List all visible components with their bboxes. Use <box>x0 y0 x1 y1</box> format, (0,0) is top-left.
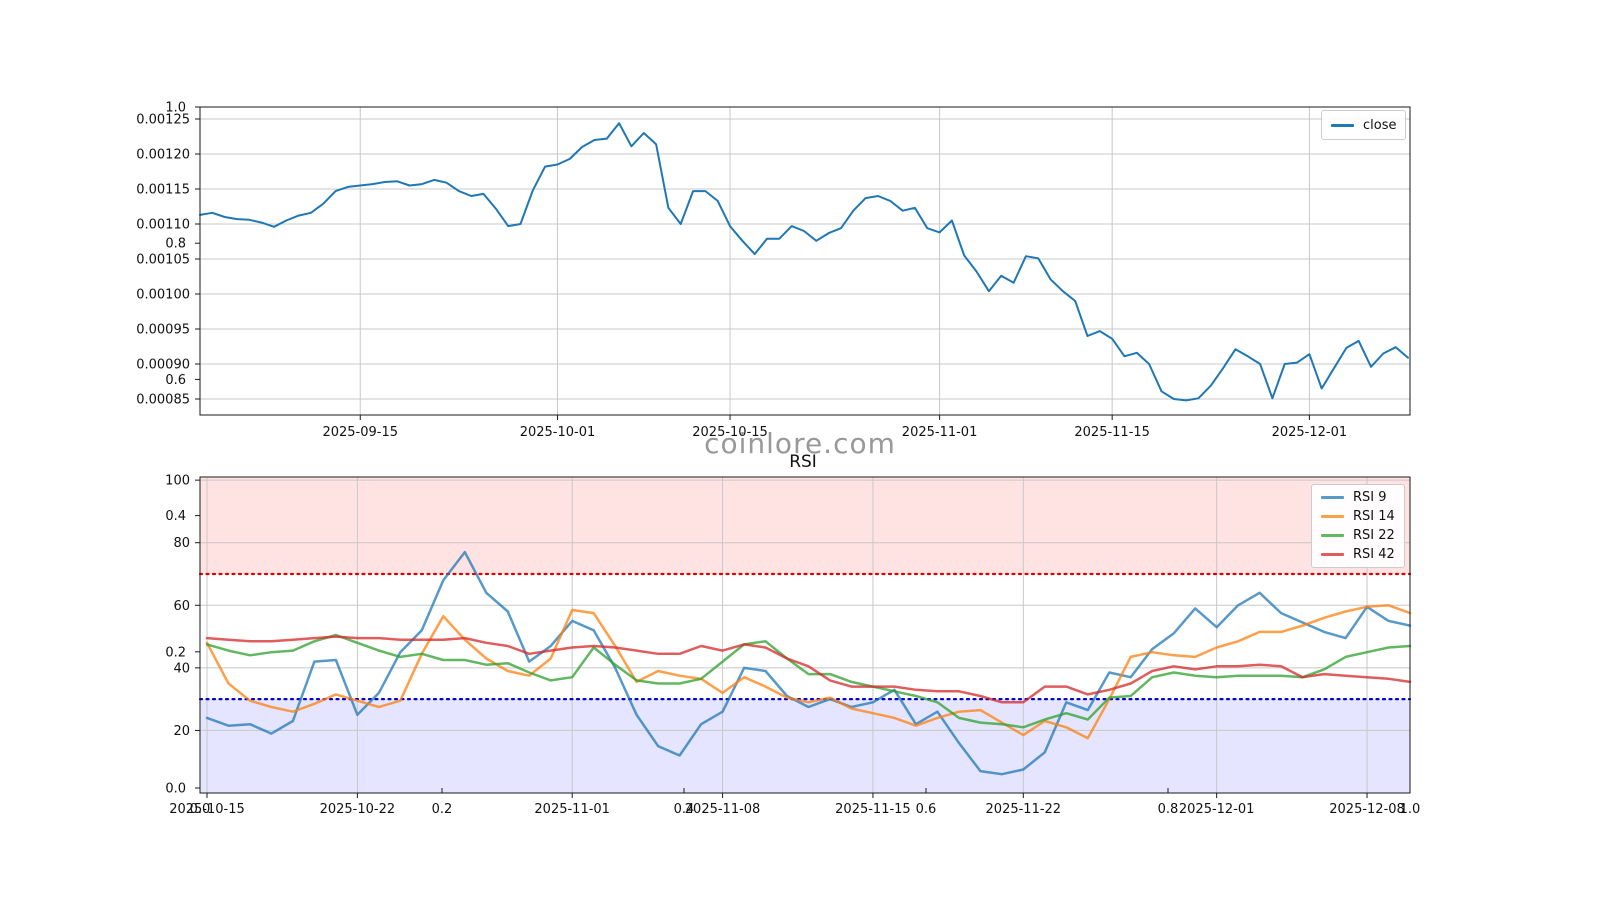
rsi-x-tick-label: 2025-10-22 <box>320 802 396 817</box>
rsi-axes-frame <box>199 476 1411 794</box>
close-series-line <box>199 122 1409 402</box>
price-y-tick-label: 0.00095 <box>136 323 190 338</box>
price-y-tick-label: 0.00125 <box>136 113 190 128</box>
oversold-band <box>200 699 1410 793</box>
legend-line-swatch <box>1321 553 1344 556</box>
legend-label: RSI 42 <box>1353 547 1395 562</box>
price-x-tick-label: 2025-12-01 <box>1272 425 1348 440</box>
rsi-42-series-line <box>205 635 1412 704</box>
legend-label: close <box>1363 117 1397 133</box>
price-y-tick-label: 0.00100 <box>136 288 190 303</box>
rsi-y-tick-label: 40 <box>173 661 190 676</box>
price-axes-frame <box>199 106 1411 416</box>
legend-line-swatch <box>1321 515 1344 518</box>
rsi-x-tick-label: 2025-11-22 <box>986 802 1062 817</box>
legend-line-swatch <box>1321 496 1344 499</box>
coinlore-watermark: coinlore.com <box>704 427 896 460</box>
price-x-tick-label: 2025-09-15 <box>322 425 398 440</box>
overlay-y-tick-label: 0.4 <box>165 509 186 524</box>
overbought-band <box>200 477 1410 574</box>
rsi-legend: RSI 9 RSI 14 RSI 22 RSI 42 <box>1311 484 1405 568</box>
legend-item: RSI 22 <box>1321 528 1395 543</box>
legend-item: RSI 9 <box>1321 490 1395 505</box>
rsi-x-tick-label: 2025-11-01 <box>534 802 610 817</box>
overlay-x-tick-label: 0.0 <box>190 802 211 817</box>
price-x-tick-label: 2025-11-15 <box>1074 425 1150 440</box>
price-legend: close <box>1321 110 1407 140</box>
rsi-x-tick-label: 2025-12-08 <box>1329 802 1405 817</box>
overlay-x-tick-label: 0.2 <box>432 802 453 817</box>
rsi-x-tick-label: 2025-12-01 <box>1179 802 1255 817</box>
rsi-y-tick-label: 60 <box>173 599 190 614</box>
legend-item: close <box>1331 118 1396 133</box>
legend-label: RSI 9 <box>1353 490 1387 505</box>
legend-line-swatch <box>1321 534 1344 537</box>
price-y-tick-label: 0.00120 <box>136 148 190 163</box>
price-y-tick-label: 0.00105 <box>136 253 190 268</box>
price-y-tick-label: 0.00115 <box>136 183 190 198</box>
overlay-x-tick-label: 1.0 <box>1400 802 1421 817</box>
legend-label: RSI 14 <box>1353 509 1395 524</box>
price-x-tick-label: 2025-10-01 <box>520 425 596 440</box>
rsi-9-series-line <box>205 550 1412 776</box>
overlay-y-tick-label: 0.6 <box>165 373 186 388</box>
price-x-tick-label: 2025-11-01 <box>902 425 978 440</box>
rsi-y-tick-label: 80 <box>173 536 190 551</box>
legend-item: RSI 42 <box>1321 547 1395 562</box>
overlay-y-tick-label: 0.2 <box>165 645 186 660</box>
price-y-tick-label: 0.00090 <box>136 358 190 373</box>
legend-line-swatch <box>1331 123 1354 127</box>
legend-item: RSI 14 <box>1321 509 1395 524</box>
overlay-x-tick-label: 0.4 <box>674 802 695 817</box>
legend-label: RSI 22 <box>1353 528 1395 543</box>
rsi-x-tick-label: 2025-10-15 <box>169 802 245 817</box>
rsi-x-tick-label: 2025-11-08 <box>685 802 761 817</box>
rsi-y-tick-label: 20 <box>173 724 190 739</box>
rsi-22-series-line <box>205 633 1412 729</box>
price-y-tick-label: 0.00110 <box>136 218 190 233</box>
overlay-x-tick-label: 0.8 <box>1158 802 1179 817</box>
overlay-y-tick-label: 1.0 <box>165 101 186 116</box>
overlay-y-tick-label: 0.8 <box>165 237 186 252</box>
rsi-14-series-line <box>205 604 1412 740</box>
rsi-x-tick-label: 2025-11-15 <box>835 802 911 817</box>
price-y-tick-label: 0.00085 <box>136 393 190 408</box>
overlay-y-tick-label: 0.0 <box>165 782 186 797</box>
price-x-tick-label: 2025-10-15 <box>692 425 768 440</box>
rsi-chart-title: RSI <box>789 452 817 472</box>
rsi-y-tick-label: 100 <box>165 474 190 489</box>
overlay-x-tick-label: 0.6 <box>916 802 937 817</box>
